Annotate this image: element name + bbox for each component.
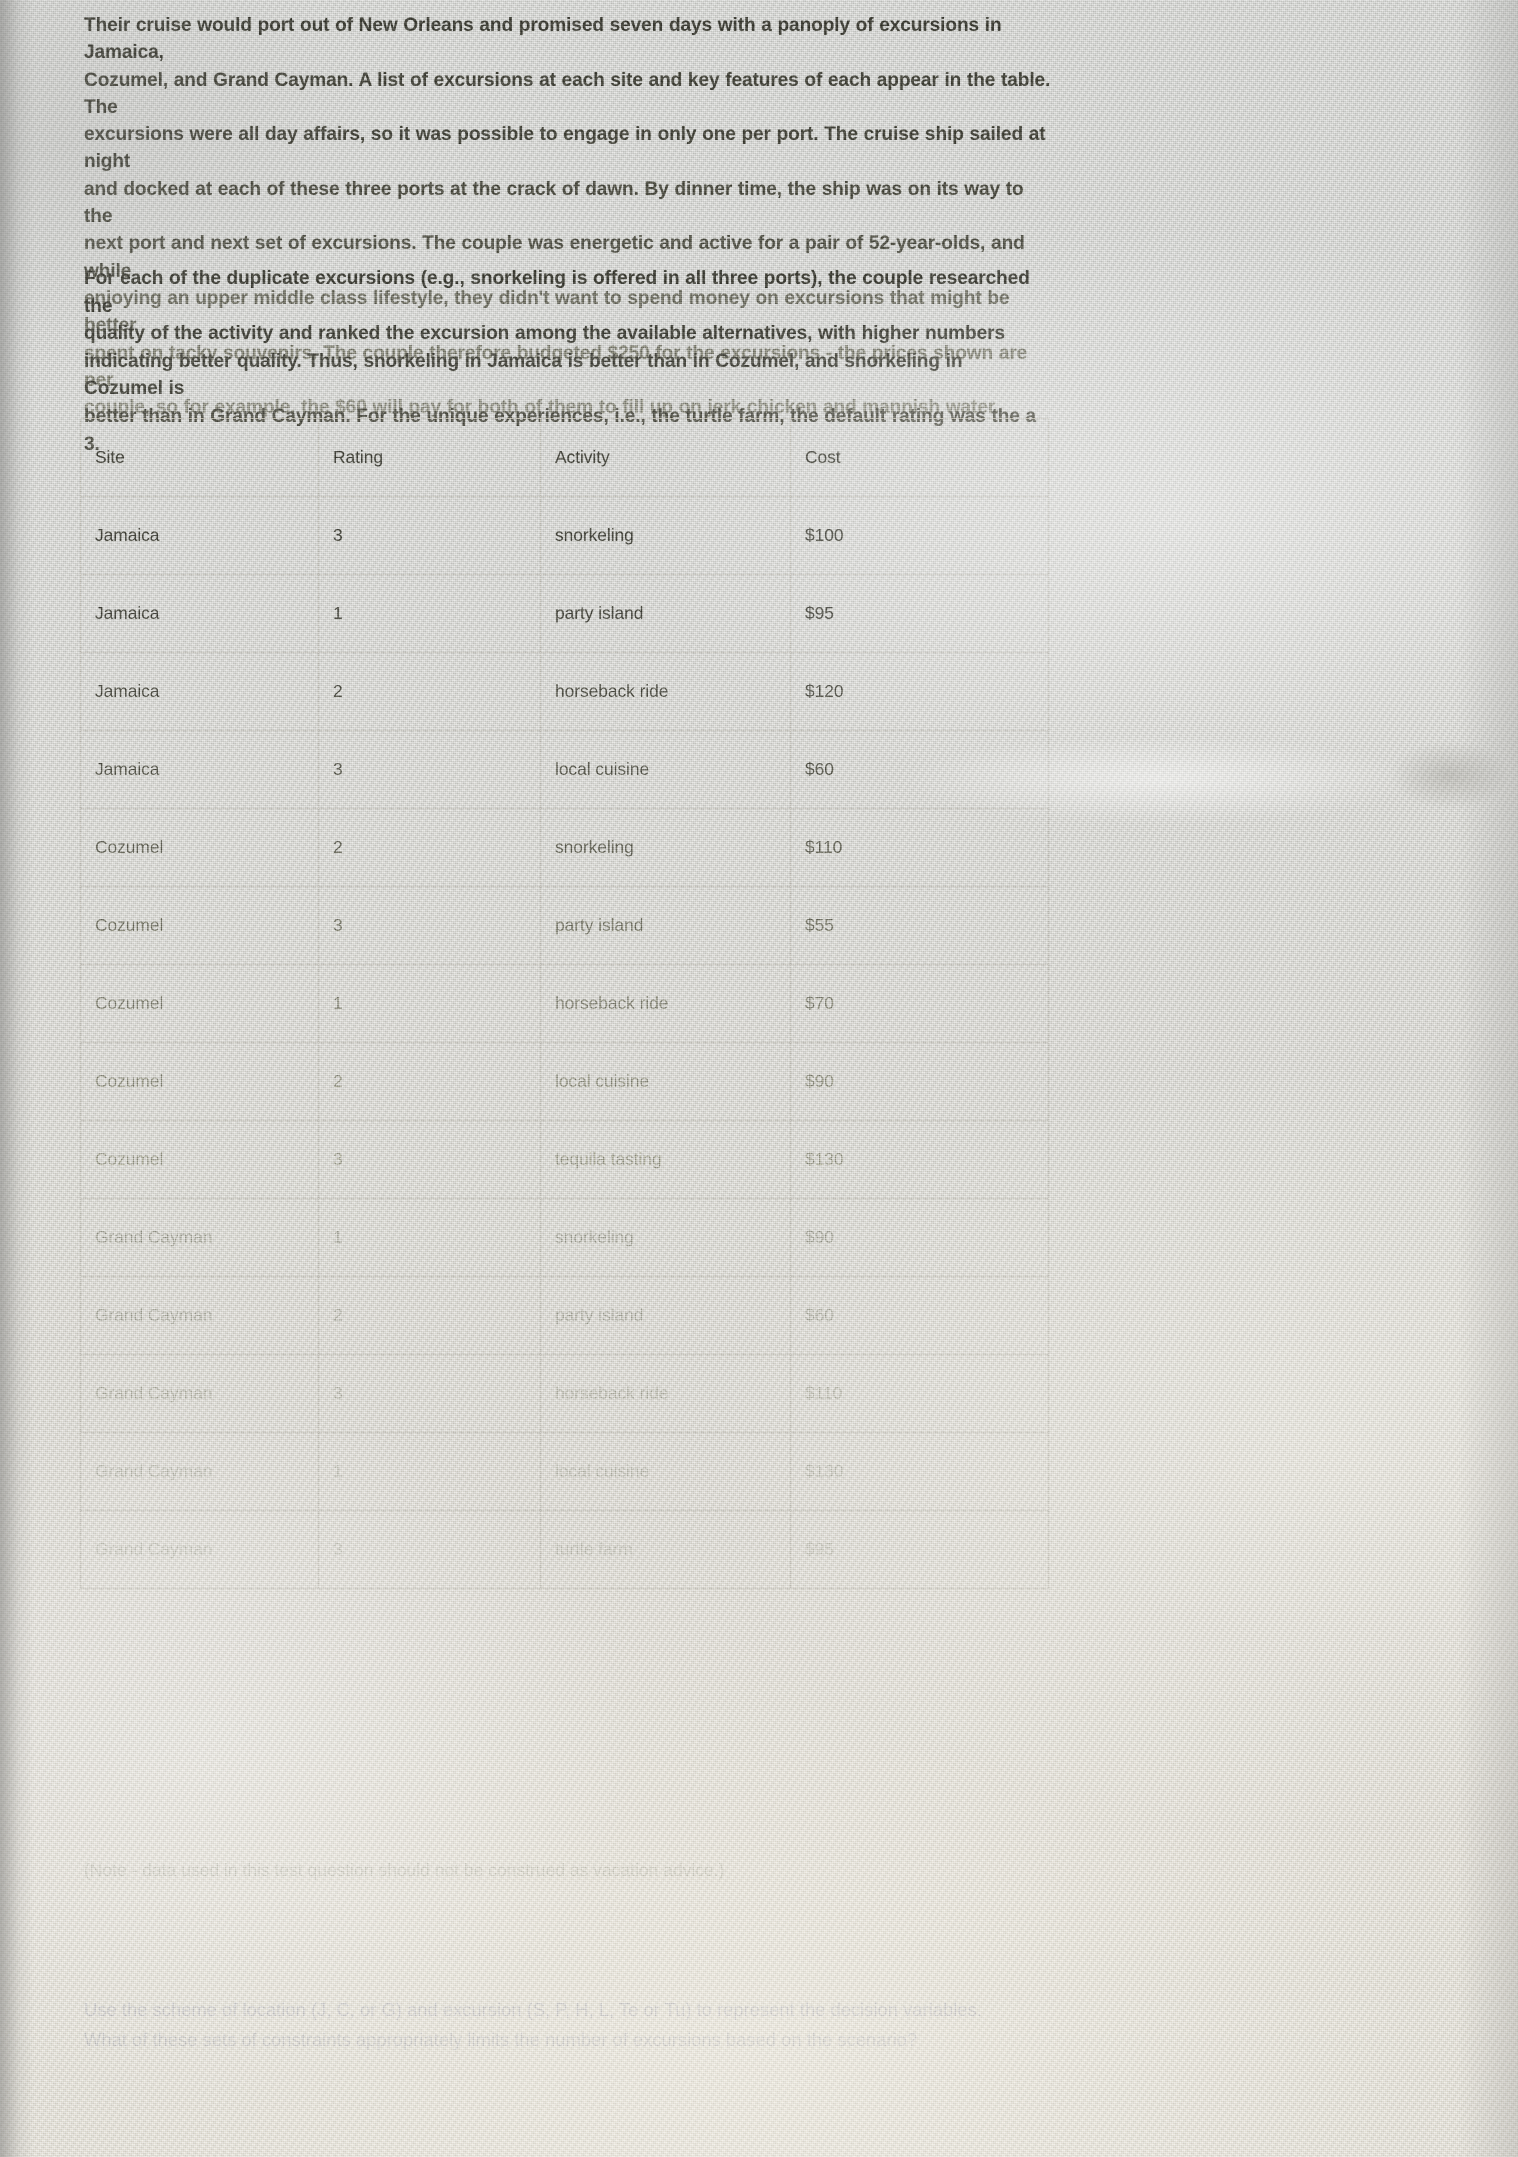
paragraph2-line-3: indicating better quality. Thus, snorkel… bbox=[84, 350, 963, 400]
cell-cost: $55 bbox=[790, 886, 1049, 965]
paragraph2-line-2: quality of the activity and ranked the e… bbox=[84, 323, 1005, 345]
cell-cost: $60 bbox=[790, 1276, 1049, 1355]
cell-activity: party island bbox=[540, 1276, 791, 1355]
cell-site: Grand Cayman bbox=[80, 1510, 319, 1589]
paragraph1-line-6: enjoying an upper middle class lifestyle… bbox=[84, 287, 1010, 337]
cell-activity: party island bbox=[540, 886, 791, 965]
paragraph1-line-8: couple, so for example, the $60 will pay… bbox=[84, 397, 1000, 419]
cell-site: Grand Cayman bbox=[80, 1432, 319, 1511]
cell-cost: $130 bbox=[790, 1432, 1049, 1511]
cell-rating: 2 bbox=[318, 652, 541, 731]
cell-activity: snorkeling bbox=[540, 496, 791, 575]
cell-activity: tequila tasting bbox=[540, 1120, 791, 1199]
cell-rating: 3 bbox=[318, 1354, 541, 1433]
cell-rating: 2 bbox=[318, 808, 541, 887]
table-header: Site Rating Activity Cost bbox=[80, 418, 1049, 497]
cell-site: Jamaica bbox=[80, 652, 319, 731]
table-row: Jamaica 2 horseback ride $120 bbox=[80, 652, 1049, 731]
table-row: Jamaica 3 local cuisine $60 bbox=[80, 730, 1049, 809]
table-row: Cozumel 3 party island $55 bbox=[80, 886, 1049, 965]
cell-activity: horseback ride bbox=[540, 1354, 791, 1433]
cell-rating: 1 bbox=[318, 574, 541, 653]
table-row: Jamaica 1 party island $95 bbox=[80, 574, 1049, 653]
cell-rating: 2 bbox=[318, 1042, 541, 1121]
cell-activity: local cuisine bbox=[540, 1432, 791, 1511]
question-line-2: What of these sets of constraints approp… bbox=[84, 2029, 918, 2050]
paragraph2-line-1: For each of the duplicate excursions (e.… bbox=[84, 268, 1030, 317]
cell-rating: 1 bbox=[318, 1432, 541, 1511]
question-prompt: Use the scheme of location (J, C, or G) … bbox=[84, 1995, 1084, 2055]
cell-activity: local cuisine bbox=[540, 1042, 791, 1121]
cell-activity: turtle farm bbox=[540, 1510, 791, 1589]
paragraph1-line-4: and docked at each of these three ports … bbox=[84, 178, 1024, 228]
cell-activity: party island bbox=[540, 574, 791, 653]
cell-cost: $60 bbox=[790, 730, 1049, 809]
cell-site: Jamaica bbox=[80, 496, 319, 575]
cell-rating: 1 bbox=[318, 964, 541, 1043]
cell-rating: 3 bbox=[318, 496, 541, 575]
column-header-cost: Cost bbox=[790, 418, 1049, 497]
cell-activity: horseback ride bbox=[540, 652, 791, 731]
table-row: Grand Cayman 3 turtle farm $95 bbox=[80, 1510, 1049, 1589]
cell-cost: $90 bbox=[790, 1042, 1049, 1121]
column-header-rating: Rating bbox=[318, 418, 541, 497]
cell-site: Grand Cayman bbox=[80, 1198, 319, 1277]
cell-site: Cozumel bbox=[80, 886, 319, 965]
paragraph1-line-7: spent on tacky souvenirs. The couple the… bbox=[84, 342, 1028, 391]
cell-site: Grand Cayman bbox=[80, 1354, 319, 1433]
cell-activity: horseback ride bbox=[540, 964, 791, 1043]
table-row: Grand Cayman 1 local cuisine $130 bbox=[80, 1432, 1049, 1511]
cell-rating: 3 bbox=[318, 886, 541, 965]
cell-rating: 3 bbox=[318, 1120, 541, 1199]
paragraph-scenario-intro: Their cruise would port out of New Orlea… bbox=[84, 12, 1052, 421]
cell-cost: $95 bbox=[790, 1510, 1049, 1589]
table-row: Grand Cayman 2 party island $60 bbox=[80, 1276, 1049, 1355]
paragraph1-line-2: Cozumel, and Grand Cayman. A list of exc… bbox=[84, 69, 1051, 118]
table-row: Cozumel 1 horseback ride $70 bbox=[80, 964, 1049, 1043]
cell-site: Cozumel bbox=[80, 1042, 319, 1121]
cell-cost: $110 bbox=[790, 1354, 1049, 1433]
cell-cost: $70 bbox=[790, 964, 1049, 1043]
cell-cost: $95 bbox=[790, 574, 1049, 653]
paragraph1-line-3: excursions were all day affairs, so it w… bbox=[84, 124, 1046, 173]
table-row: Grand Cayman 3 horseback ride $110 bbox=[80, 1354, 1049, 1433]
table-body: Jamaica 3 snorkeling $100 Jamaica 1 part… bbox=[80, 496, 1049, 1589]
excursion-table: Site Rating Activity Cost Jamaica 3 snor… bbox=[80, 418, 1049, 1589]
cell-activity: snorkeling bbox=[540, 808, 791, 887]
table-row: Grand Cayman 1 snorkeling $90 bbox=[80, 1198, 1049, 1277]
cell-activity: local cuisine bbox=[540, 730, 791, 809]
table-row: Cozumel 2 local cuisine $90 bbox=[80, 1042, 1049, 1121]
table-header-row: Site Rating Activity Cost bbox=[80, 418, 1049, 497]
cell-rating: 3 bbox=[318, 1510, 541, 1589]
table-row: Jamaica 3 snorkeling $100 bbox=[80, 496, 1049, 575]
cell-rating: 3 bbox=[318, 730, 541, 809]
table-footnote: (Note - data used in this test question … bbox=[84, 1860, 725, 1880]
cell-cost: $110 bbox=[790, 808, 1049, 887]
table-row: Cozumel 3 tequila tasting $130 bbox=[80, 1120, 1049, 1199]
cell-site: Cozumel bbox=[80, 1120, 319, 1199]
cell-site: Grand Cayman bbox=[80, 1276, 319, 1355]
cell-cost: $130 bbox=[790, 1120, 1049, 1199]
cell-site: Cozumel bbox=[80, 808, 319, 887]
cell-site: Jamaica bbox=[80, 730, 319, 809]
cell-rating: 1 bbox=[318, 1198, 541, 1277]
paragraph1-line-5: next port and next set of excursions. Th… bbox=[84, 233, 1025, 282]
cell-site: Cozumel bbox=[80, 964, 319, 1043]
question-line-1: Use the scheme of location (J, C, or G) … bbox=[84, 1999, 982, 2020]
cell-cost: $120 bbox=[790, 652, 1049, 731]
cell-activity: snorkeling bbox=[540, 1198, 791, 1277]
column-header-site: Site bbox=[80, 418, 319, 497]
cell-site: Jamaica bbox=[80, 574, 319, 653]
cell-cost: $90 bbox=[790, 1198, 1049, 1277]
cell-rating: 2 bbox=[318, 1276, 541, 1355]
column-header-activity: Activity bbox=[540, 418, 791, 497]
cell-cost: $100 bbox=[790, 496, 1049, 575]
table-row: Cozumel 2 snorkeling $110 bbox=[80, 808, 1049, 887]
paragraph1-line-1: Their cruise would port out of New Orlea… bbox=[84, 15, 1002, 64]
